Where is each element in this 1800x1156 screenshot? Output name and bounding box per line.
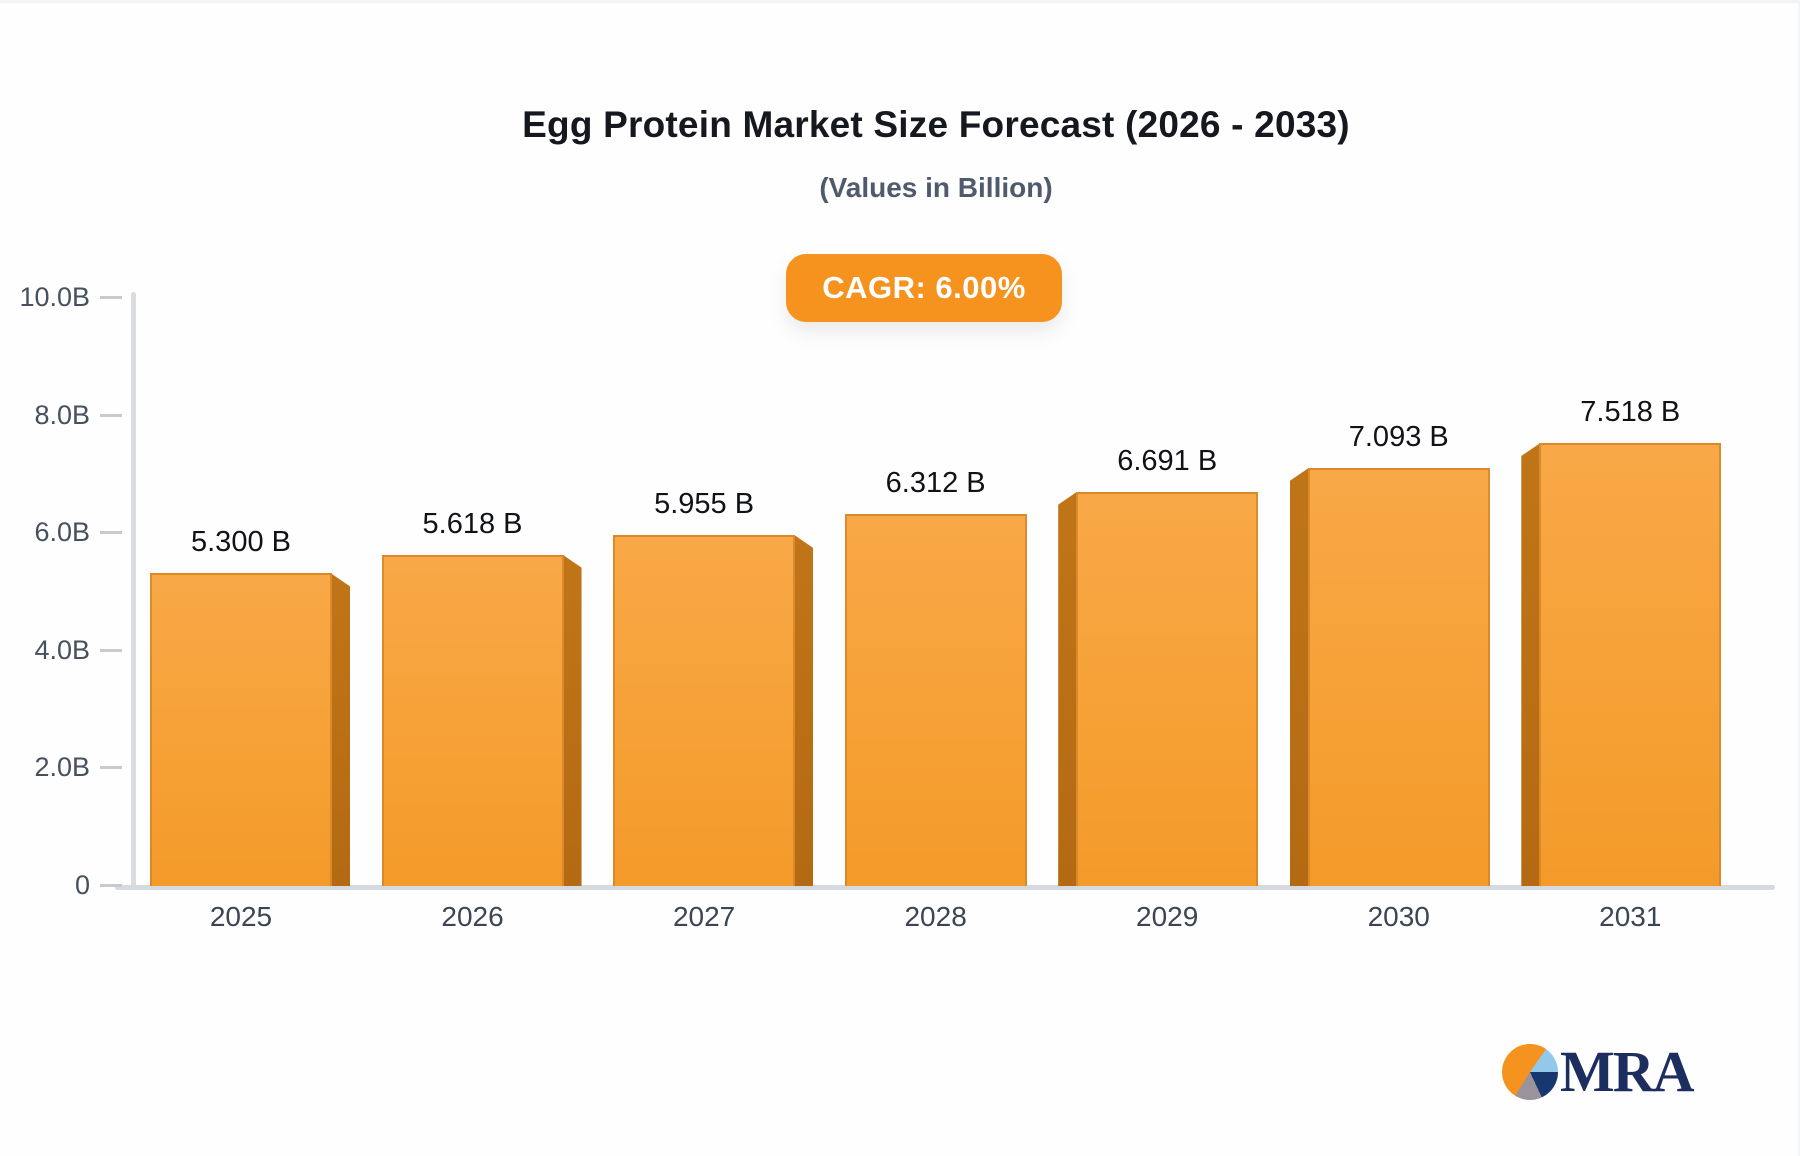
cagr-badge: CAGR: 6.00% xyxy=(786,254,1062,322)
bar-side-face-2027 xyxy=(794,534,814,886)
badge-row: CAGR: 6.00% xyxy=(72,254,1776,322)
bar-2025 xyxy=(150,573,332,886)
x-axis-label-2031: 2031 xyxy=(1599,901,1662,932)
x-axis-label-2027: 2027 xyxy=(672,901,736,932)
y-tick-label: 6.0B xyxy=(34,517,90,548)
y-tick-label: 8.0B xyxy=(34,399,90,430)
y-tick-label: 0 xyxy=(74,870,90,900)
y-tick-dash xyxy=(100,413,122,417)
bar-side-face-2029 xyxy=(1058,491,1078,886)
bar-value-label-2027: 5.955 B xyxy=(654,487,755,520)
pie-chart-logo-icon xyxy=(1502,1043,1558,1100)
y-tick-dash xyxy=(100,296,122,299)
y-tick-dash xyxy=(100,531,122,535)
y-tick-dash xyxy=(100,884,122,887)
bar-value-label-2025: 5.300 B xyxy=(191,526,291,559)
bar-value-label-2029: 6.691 B xyxy=(1117,444,1218,477)
bar-2031 xyxy=(1539,442,1722,886)
x-axis-label-2030: 2030 xyxy=(1367,901,1430,932)
bar-side-face-2030 xyxy=(1289,467,1309,886)
x-axis-label-2026: 2026 xyxy=(441,901,504,932)
mra-logo: MRA xyxy=(1502,1038,1695,1105)
chart-header: Egg Protein Market Size Forecast (2026 -… xyxy=(72,104,1800,204)
bar-side-face-2025 xyxy=(331,573,350,886)
bar-2027 xyxy=(613,534,796,886)
bar-value-label-2026: 5.618 B xyxy=(422,507,523,540)
top-edge-divider xyxy=(0,0,1800,3)
bar-2030 xyxy=(1307,467,1490,886)
bar-value-label-2028: 6.312 B xyxy=(885,466,986,499)
chart-subtitle: (Values in Billion) xyxy=(819,172,1053,203)
bar-side-face-2026 xyxy=(562,554,582,886)
x-axis-label-2025: 2025 xyxy=(209,901,273,932)
bar-side-face-2031 xyxy=(1521,442,1541,886)
bar-2028 xyxy=(844,513,1027,886)
chart-title: Egg Protein Market Size Forecast (2026 -… xyxy=(522,104,1350,145)
y-tick-label: 10.0B xyxy=(19,282,90,312)
logo-text: MRA xyxy=(1560,1039,1695,1104)
y-tick-dash xyxy=(100,648,122,652)
bar-value-label-2031: 7.518 B xyxy=(1580,395,1681,428)
y-axis-line xyxy=(131,292,136,888)
y-tick-label: 4.0B xyxy=(34,634,90,665)
bar-value-label-2030: 7.093 B xyxy=(1348,420,1449,453)
bar-2029 xyxy=(1076,491,1259,886)
right-edge-divider xyxy=(1798,0,1800,1156)
bar-2026 xyxy=(381,554,564,886)
y-tick-dash xyxy=(100,766,122,770)
y-tick-label: 2.0B xyxy=(34,752,90,783)
x-axis-label-2029: 2029 xyxy=(1136,901,1199,932)
x-axis-line xyxy=(115,885,1775,890)
x-axis-label-2028: 2028 xyxy=(904,901,967,932)
